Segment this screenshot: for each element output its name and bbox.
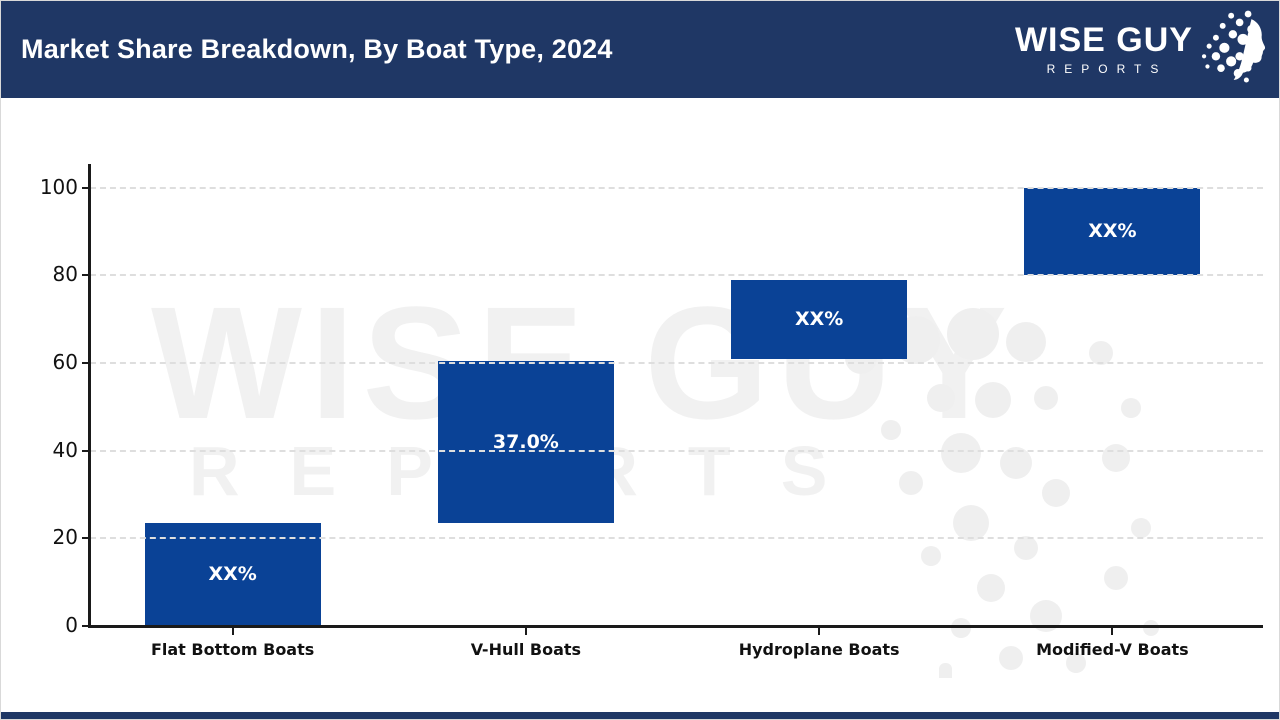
logo-text: WISE GUY REPORTS — [1015, 23, 1193, 76]
y-tick-20 — [82, 537, 90, 540]
x-tick-3 — [1111, 627, 1114, 635]
y-axis — [88, 164, 91, 627]
page-title: Market Share Breakdown, By Boat Type, 20… — [21, 34, 613, 64]
bar-value-label: XX% — [208, 563, 257, 586]
logo-wiseguy-text: WISE GUY — [1014, 21, 1193, 59]
x-axis — [88, 625, 1263, 628]
bar-value-label: 37.0% — [492, 430, 559, 453]
y-tick-label-0: 0 — [65, 613, 78, 637]
y-tick-60 — [82, 361, 90, 364]
y-tick-label-60: 60 — [52, 349, 78, 374]
category-label-3: Modified-V Boats — [1036, 640, 1189, 659]
bar-value-label: XX% — [794, 308, 844, 331]
bar-value-label: XX% — [1088, 220, 1137, 243]
y-tick-label-80: 80 — [52, 262, 78, 287]
x-tick-0 — [231, 627, 234, 635]
logo-reports-text: REPORTS — [1046, 62, 1168, 76]
y-tick-label-100: 100 — [39, 174, 78, 199]
wiseguy-logo: WISE GUY REPORTS — [1015, 7, 1266, 92]
y-tick-80 — [82, 274, 90, 277]
footer-strip — [1, 712, 1279, 719]
bar-modified-v-boats[interactable]: XX% — [1024, 187, 1201, 276]
y-tick-0 — [82, 625, 90, 627]
gridline-60 — [90, 361, 1263, 364]
bar-flat-bottom-boats[interactable]: XX% — [144, 522, 321, 626]
gridline-20 — [90, 537, 1263, 540]
chart: WISE GUY REPORTS — [1, 98, 1279, 718]
y-tick-100 — [82, 186, 90, 189]
header: Market Share Breakdown, By Boat Type, 20… — [1, 1, 1279, 98]
bar-hydroplane-boats[interactable]: XX% — [731, 279, 908, 359]
logo-head-icon — [1199, 7, 1266, 92]
category-label-0: Flat Bottom Boats — [150, 640, 315, 659]
category-label-2: Hydroplane Boats — [738, 640, 900, 659]
y-tick-40 — [82, 449, 90, 452]
gridline-40 — [90, 449, 1263, 452]
x-tick-1 — [524, 627, 527, 635]
gridline-100 — [90, 186, 1263, 189]
gridline-80 — [90, 274, 1263, 277]
y-tick-label-20: 20 — [52, 525, 78, 550]
watermark-head-dots — [821, 208, 1191, 718]
category-label-1: V-Hull Boats — [470, 640, 582, 659]
x-tick-2 — [818, 627, 821, 635]
y-tick-label-40: 40 — [52, 437, 78, 462]
bar-v-hull-boats[interactable]: 37.0% — [437, 360, 614, 523]
